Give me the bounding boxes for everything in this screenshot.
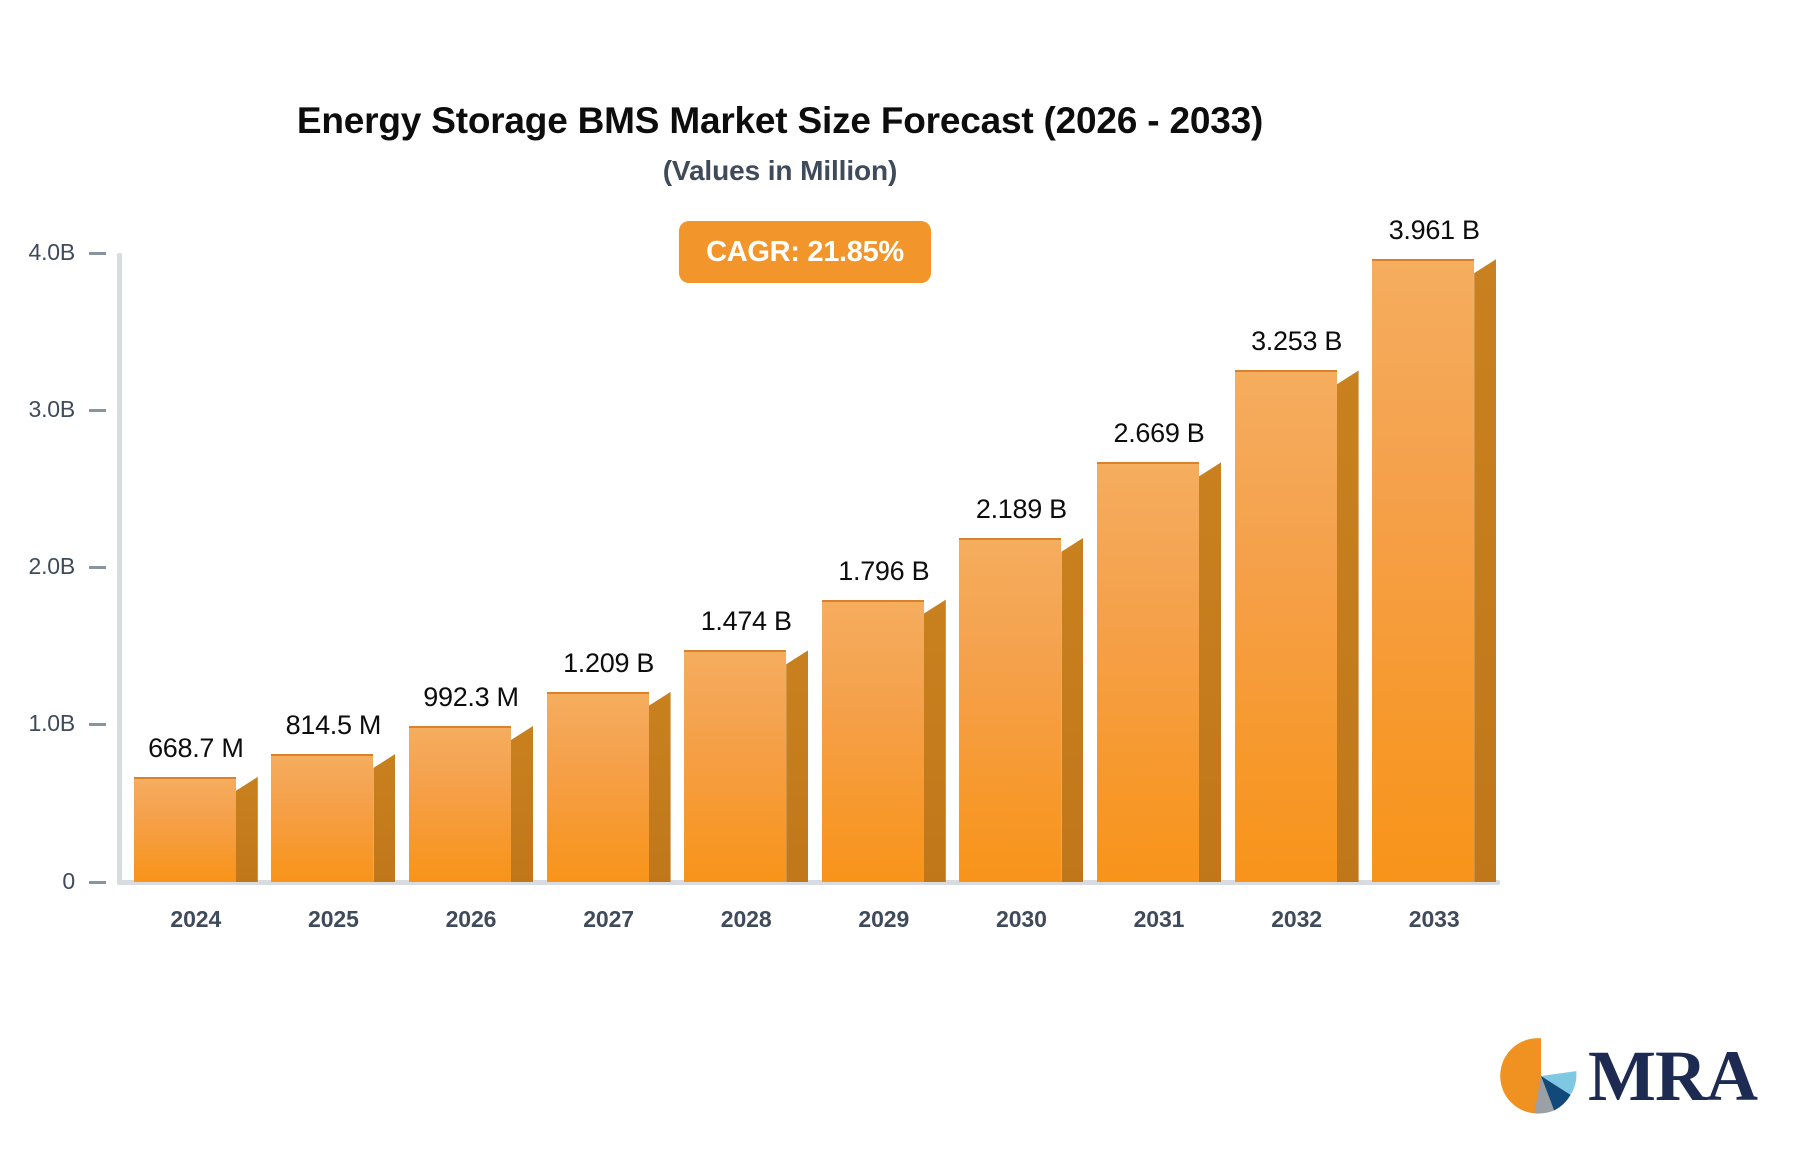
bar bbox=[133, 776, 258, 882]
x-axis-label: 2027 bbox=[583, 906, 634, 932]
cagr-badge-label: CAGR: 21.85% bbox=[706, 235, 904, 268]
y-axis-tick-mark bbox=[89, 408, 106, 412]
x-axis-label: 2033 bbox=[1408, 906, 1460, 932]
bar bbox=[684, 650, 809, 882]
bar-front-face bbox=[271, 753, 374, 882]
bar-front-face bbox=[546, 691, 649, 882]
x-axis-label: 2026 bbox=[445, 906, 497, 932]
y-axis-tick-label: 3.0B bbox=[28, 395, 75, 422]
bar-side-face bbox=[1336, 370, 1359, 882]
x-axis-line bbox=[117, 880, 1500, 885]
y-axis-tick-label: 0 bbox=[62, 867, 75, 894]
bar-front-face bbox=[133, 776, 236, 882]
bar-front-face bbox=[821, 599, 924, 882]
bar-front-face bbox=[1234, 370, 1337, 882]
bar bbox=[1097, 462, 1221, 882]
bar bbox=[409, 725, 533, 882]
bar bbox=[1372, 259, 1497, 882]
bar-side-face bbox=[1061, 537, 1084, 882]
bar-side-face bbox=[1199, 462, 1221, 882]
bar-front-face bbox=[959, 537, 1062, 882]
x-axis-label: 2032 bbox=[1271, 906, 1322, 932]
bar-side-face bbox=[786, 650, 809, 882]
bar-side-face bbox=[923, 599, 946, 882]
bar bbox=[1234, 370, 1359, 882]
bar-value-label: 3.253 B bbox=[1251, 326, 1343, 357]
y-axis-tick-label: 1.0B bbox=[28, 710, 75, 737]
bar-front-face bbox=[1097, 462, 1199, 882]
cagr-badge: CAGR: 21.85% bbox=[679, 221, 931, 283]
y-axis-tick-mark bbox=[89, 251, 106, 255]
pie-chart-logo-icon bbox=[1500, 1038, 1577, 1114]
y-axis-tick-mark bbox=[89, 723, 106, 727]
chart-subtitle: (Values in Million) bbox=[662, 154, 898, 186]
logo-wordmark: MRA bbox=[1588, 1036, 1758, 1116]
bar bbox=[546, 691, 671, 882]
y-axis-tick-mark bbox=[89, 880, 106, 884]
bar-value-label: 1.474 B bbox=[700, 606, 792, 637]
bar-value-label: 1.209 B bbox=[563, 647, 655, 678]
bar-front-face bbox=[409, 725, 511, 882]
x-axis-label: 2029 bbox=[858, 906, 910, 932]
plot-area: 0 1.0B 2.0B 3.0B 4.0B 668.7 M 814.5 M 992.3 M 1… bbox=[28, 215, 1500, 932]
y-axis-tick-mark bbox=[89, 566, 106, 569]
bar-side-face bbox=[511, 725, 533, 882]
x-axis-label: 2028 bbox=[720, 906, 772, 932]
y-axis-tick-label: 2.0B bbox=[28, 553, 75, 579]
mra-logo: MRA bbox=[1500, 1035, 1758, 1117]
bar-value-label: 2.669 B bbox=[1113, 418, 1205, 449]
bar-value-label: 668.7 M bbox=[148, 732, 244, 763]
chart-header: Energy Storage BMS Market Size Forecast … bbox=[0, 100, 1560, 187]
x-axis-label: 2031 bbox=[1133, 906, 1185, 932]
chart-title: Energy Storage BMS Market Size Forecast … bbox=[296, 100, 1264, 141]
x-axis-label: 2024 bbox=[170, 906, 222, 932]
bar-side-face bbox=[235, 776, 258, 882]
bar bbox=[821, 599, 946, 882]
y-axis-line bbox=[117, 253, 122, 885]
bar-value-label: 992.3 M bbox=[423, 681, 519, 712]
bar-side-face bbox=[1474, 259, 1497, 882]
bar-value-label: 3.961 B bbox=[1388, 215, 1480, 246]
x-axis-label: 2025 bbox=[308, 906, 359, 932]
bar-side-face bbox=[648, 691, 671, 882]
x-axis-label: 2030 bbox=[996, 906, 1047, 932]
y-axis-tick-label: 4.0B bbox=[28, 238, 75, 265]
bar-value-label: 2.189 B bbox=[975, 493, 1067, 524]
bar-front-face bbox=[684, 650, 787, 882]
bar-value-label: 814.5 M bbox=[285, 709, 382, 740]
bar bbox=[271, 753, 396, 882]
bar bbox=[959, 537, 1084, 882]
bar-value-label: 1.796 B bbox=[838, 555, 930, 586]
bar-side-face bbox=[373, 753, 396, 882]
bar-front-face bbox=[1372, 259, 1475, 882]
